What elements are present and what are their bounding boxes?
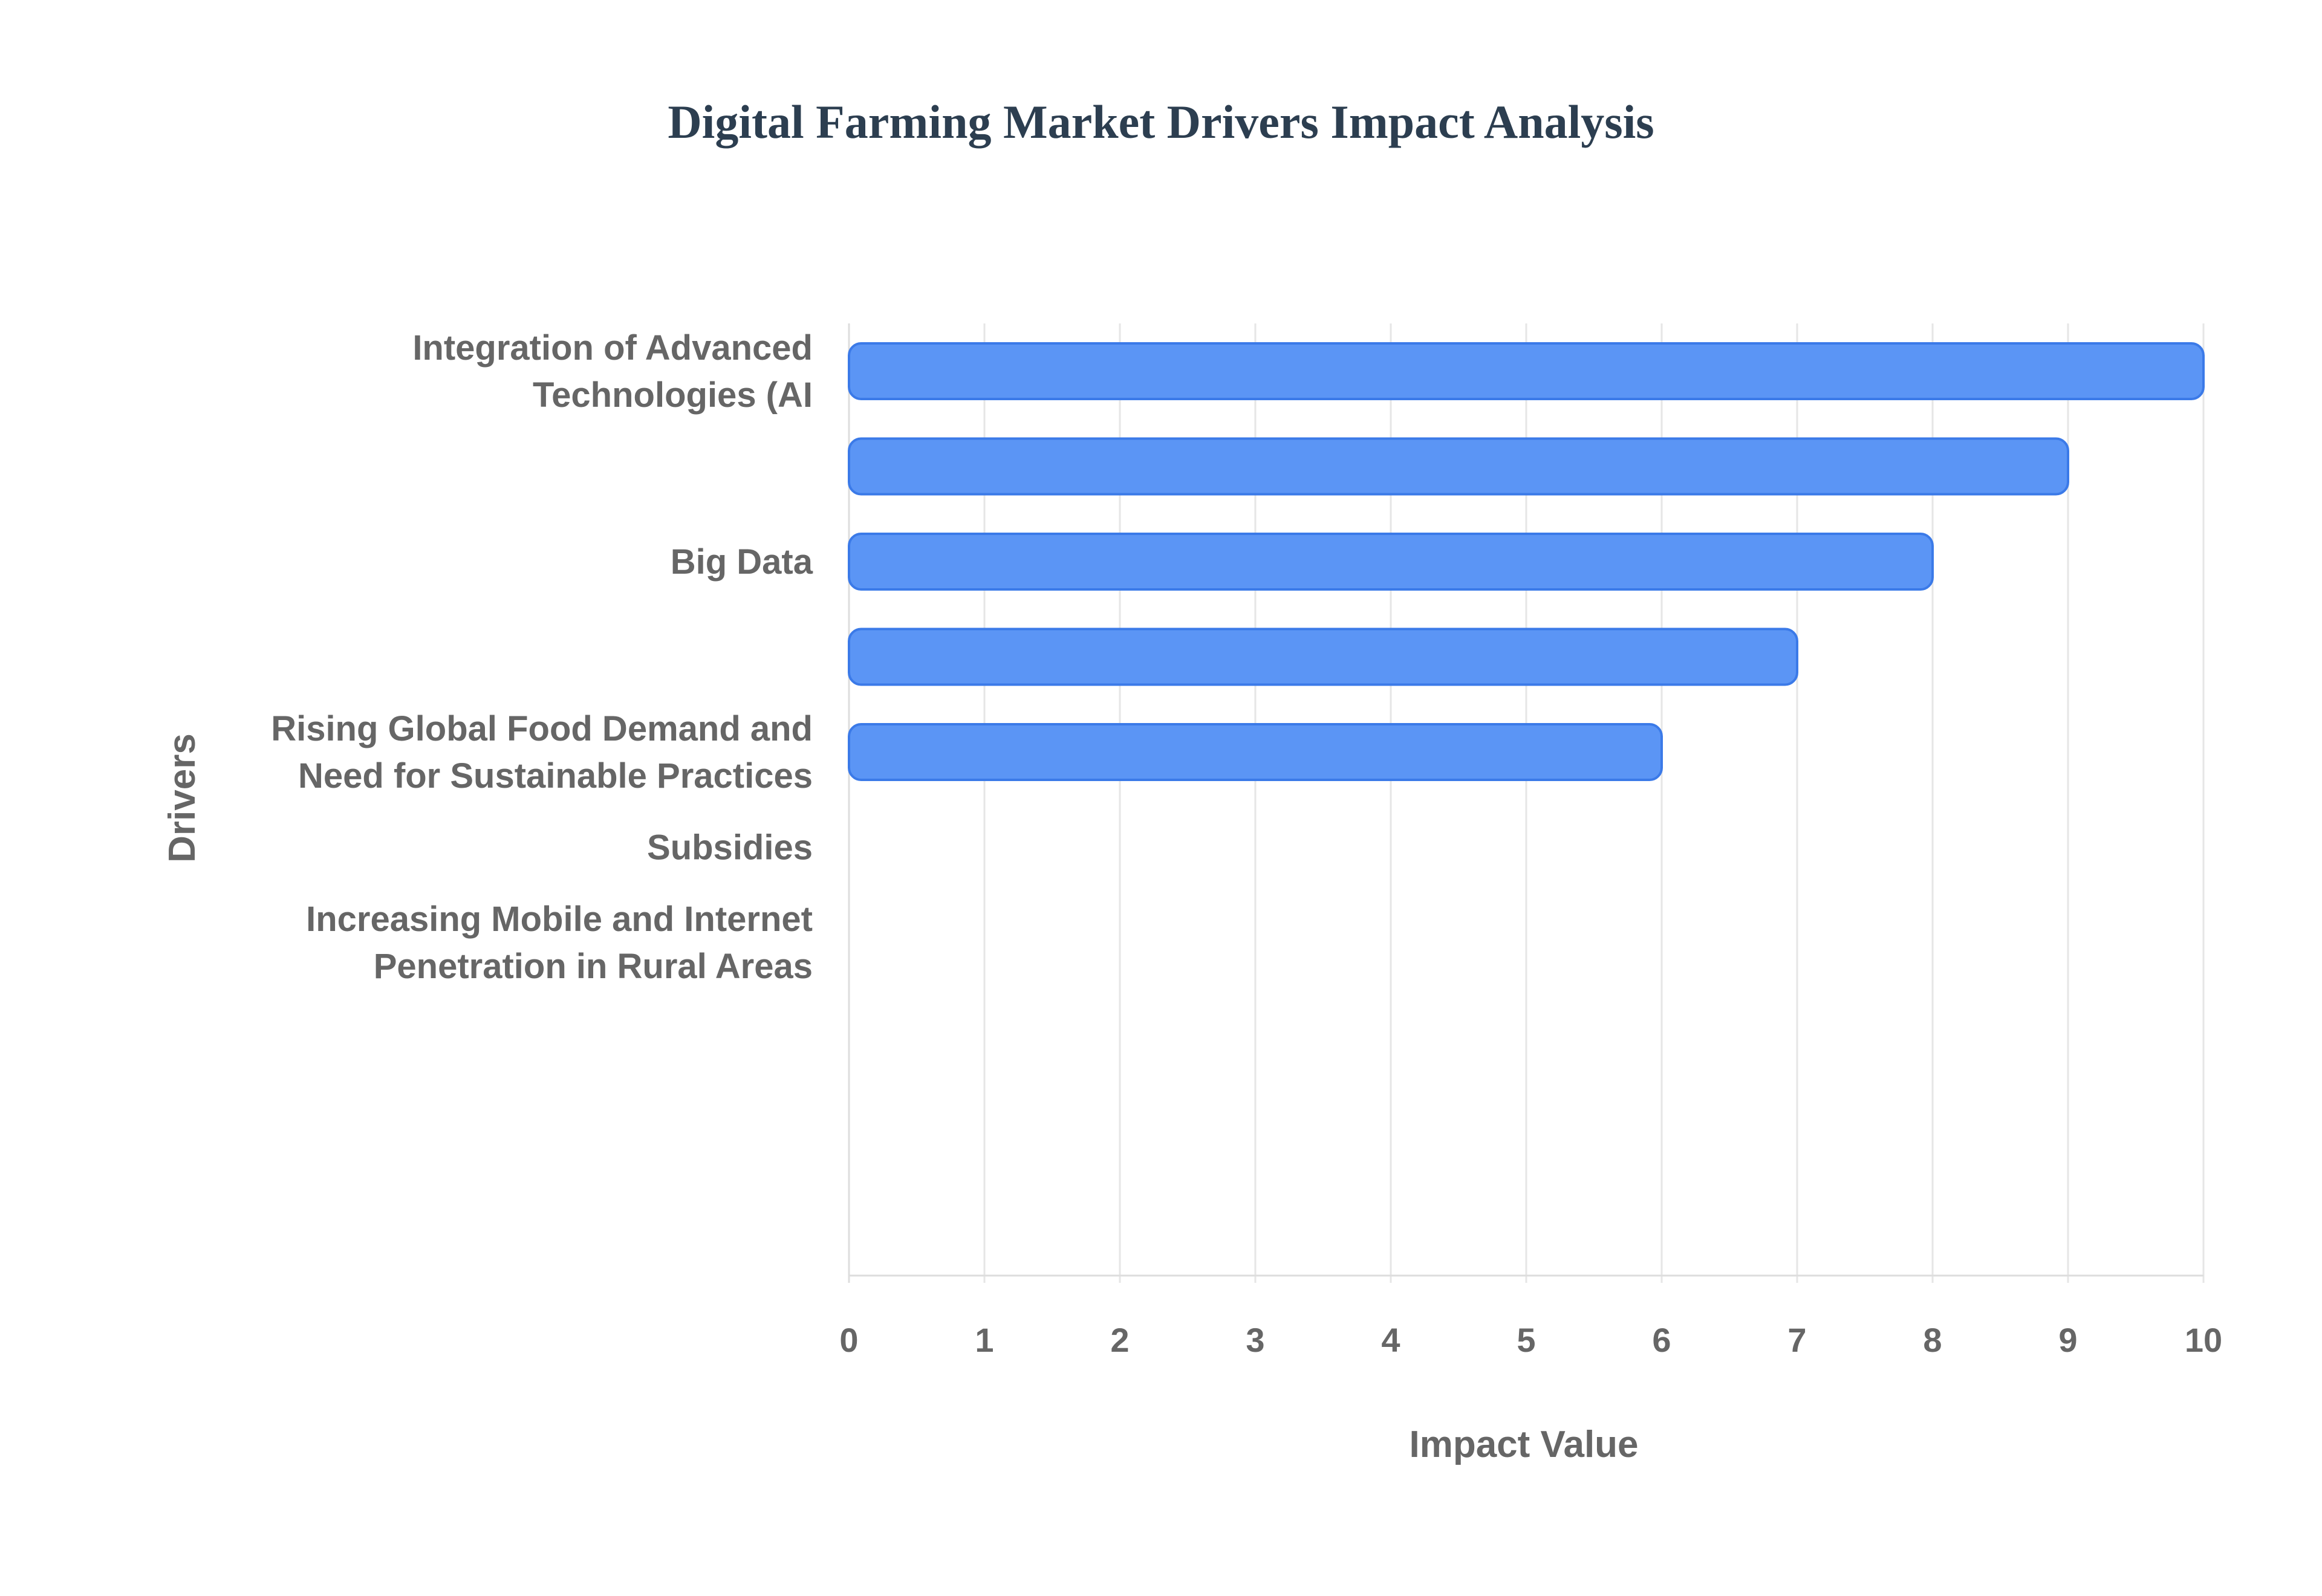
y-axis-title: Drivers [161,733,203,863]
y-tick-label: Rising Global Food Demand and Need for Su… [271,709,813,796]
x-axis-title: Impact Value [1409,1424,1638,1465]
x-tick-label: 6 [1652,1321,1671,1359]
y-tick-label: Big Data [671,542,813,582]
y-tick-label: Subsidies [647,828,813,868]
bar [848,723,1663,781]
y-tick-labels: Integration of Advanced Technologies (AI B… [271,328,813,986]
y-tick-label: Integration of Advanced Technologies (AI [412,328,813,415]
x-tick-label: 1 [975,1321,994,1359]
bar [848,342,2205,400]
chart-title: Digital Farming Market Drivers Impact An… [668,96,1654,148]
x-tick-label: 8 [1923,1321,1942,1359]
bars [848,342,2205,781]
x-tick-label: 2 [1110,1321,1129,1359]
x-tick-label: 4 [1381,1321,1400,1359]
x-tick-label: 9 [2058,1321,2077,1359]
bar [848,437,2069,496]
bar [848,533,1934,591]
x-tick-label: 10 [2185,1321,2222,1359]
x-tick-label: 7 [1787,1321,1806,1359]
bar [848,628,1798,686]
x-tick-label: 0 [839,1321,858,1359]
x-tick-label: 5 [1517,1321,1535,1359]
y-tick-label: Increasing Mobile and Internet Penetratio… [306,900,813,986]
x-tick-label: 3 [1246,1321,1264,1359]
x-tick-labels: 0 1 2 3 4 5 6 7 8 9 10 [839,1321,2222,1359]
